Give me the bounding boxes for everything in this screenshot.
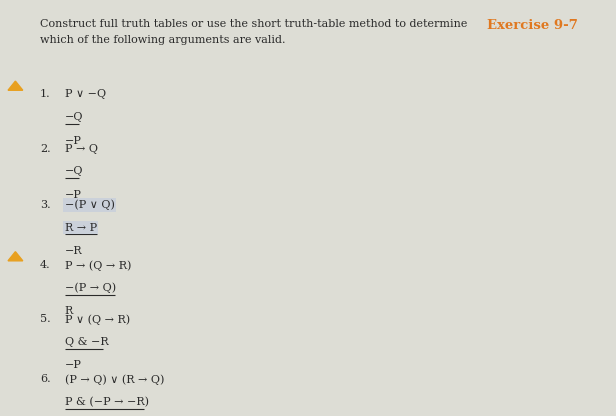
Text: 5.: 5. [40,314,51,324]
Text: Construct full truth tables or use the short truth-table method to determine: Construct full truth tables or use the s… [40,19,468,29]
Text: R: R [65,306,73,316]
Text: Q & −R: Q & −R [65,337,108,347]
Text: P ∨ −Q: P ∨ −Q [65,89,106,99]
Text: −(P → Q): −(P → Q) [65,283,116,293]
Polygon shape [8,81,23,90]
Text: P ∨ (Q → R): P ∨ (Q → R) [65,314,130,324]
Text: 4.: 4. [40,260,51,270]
Text: 3.: 3. [40,200,51,210]
Text: 2.: 2. [40,144,51,154]
Text: 1.: 1. [40,89,51,99]
Text: which of the following arguments are valid.: which of the following arguments are val… [40,35,286,45]
Text: P & (−P → −R): P & (−P → −R) [65,397,148,408]
Text: Exercise 9-7: Exercise 9-7 [487,19,578,32]
Text: −P: −P [65,190,81,200]
Text: P → (Q → R): P → (Q → R) [65,260,131,270]
Text: −P: −P [65,136,81,146]
Text: (P → Q) ∨ (R → Q): (P → Q) ∨ (R → Q) [65,374,164,385]
Text: −P: −P [65,360,81,370]
Text: −(P ∨ Q): −(P ∨ Q) [65,200,115,210]
Text: 6.: 6. [40,374,51,384]
Polygon shape [8,252,23,261]
Text: R → P: R → P [65,223,97,233]
Text: −R: −R [65,246,83,256]
Text: −Q: −Q [65,166,83,176]
Text: P → Q: P → Q [65,144,98,154]
Text: −Q: −Q [65,112,83,122]
